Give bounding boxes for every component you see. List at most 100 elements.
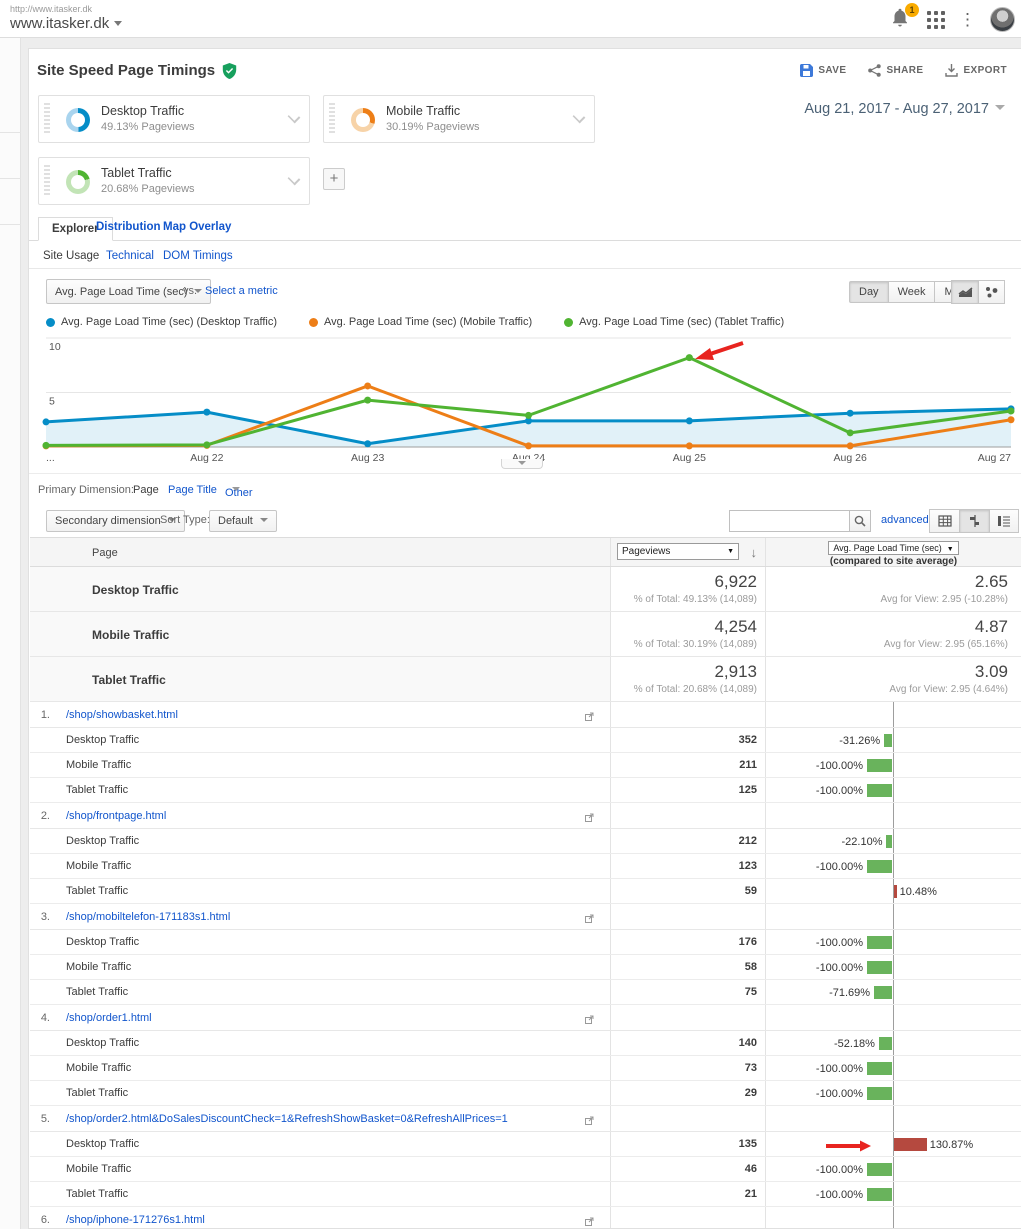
segment-detail-row: Mobile Traffic 58 -100.00% [30,955,1021,980]
legend-item-tablet[interactable]: Avg. Page Load Time (sec) (Tablet Traffi… [564,316,784,328]
granularity-week[interactable]: Week [887,281,935,303]
metric-dropdown[interactable]: Avg. Page Load Time (sec) [46,279,212,304]
table-view-toggle [929,509,1019,533]
comparison-axis [893,904,894,929]
sort-type-dropdown[interactable]: Default [209,510,277,532]
search-button[interactable] [849,510,871,532]
pivot-view-button[interactable] [989,509,1019,533]
apps-grid-icon[interactable] [927,10,945,29]
search-input[interactable] [729,510,849,532]
chevron-down-icon[interactable] [574,111,584,121]
chevron-down-icon[interactable] [289,173,299,183]
segment-card-desktop[interactable]: Desktop Traffic 49.13% Pageviews [38,95,310,143]
page-link[interactable]: /shop/frontpage.html [66,810,167,822]
page-link[interactable]: /shop/order2.html&DoSalesDiscountCheck=1… [66,1113,508,1125]
svg-text:Aug 23: Aug 23 [351,452,384,464]
select-metric-link[interactable]: Select a metric [205,285,278,297]
motion-chart-button[interactable] [978,280,1005,304]
drag-handle[interactable] [329,103,335,135]
date-range-selector[interactable]: Aug 21, 2017 - Aug 27, 2017 [804,101,1005,117]
subtab-site-usage[interactable]: Site Usage [43,250,100,262]
share-button[interactable]: SHARE [868,64,923,77]
sort-direction-icon[interactable]: ↓ [750,545,758,560]
comparison-cell: -52.18% [765,1031,1021,1055]
drag-handle[interactable] [44,103,50,135]
comparison-bar [886,835,892,848]
table-view-button[interactable] [929,509,959,533]
comparison-axis [893,829,894,853]
account-selector[interactable]: www.itasker.dk [10,15,123,32]
page-cell: /shop/order2.html&DoSalesDiscountCheck=1… [56,1106,610,1131]
comparison-cell: -100.00% [765,955,1021,979]
comparison-view-button[interactable] [959,509,989,533]
comparison-axis [893,879,894,903]
segment-detail-row: Mobile Traffic 73 -100.00% [30,1056,1021,1081]
dimension-page[interactable]: Page [133,484,159,496]
metric-select[interactable]: Avg. Page Load Time (sec) ▼ [828,541,959,555]
line-chart-button[interactable] [951,280,978,304]
legend-item-mobile[interactable]: Avg. Page Load Time (sec) (Mobile Traffi… [309,316,532,328]
granularity-day[interactable]: Day [849,281,888,303]
chart-type-toggle [951,280,1005,304]
external-link-icon[interactable] [585,1011,594,1029]
external-link-icon[interactable] [585,1112,594,1130]
page-link[interactable]: /shop/order1.html [66,1012,152,1024]
pageviews-cell [610,1106,765,1131]
pageviews-total: 6,922 [714,572,757,591]
page-row: 5. /shop/order2.html&DoSalesDiscountCheck… [30,1106,1021,1132]
pageviews-select[interactable]: Pageviews ▼ [617,543,739,560]
add-segment-button[interactable]: + [323,168,345,190]
tab-distribution[interactable]: Distribution [96,221,161,233]
page-link[interactable]: /shop/mobiltelefon-171183s1.html [66,911,231,923]
chart-expander-handle[interactable] [501,459,543,469]
pageviews-value: 73 [744,1062,757,1074]
report-tabs: Explorer Distribution Map Overlay [29,217,1021,241]
segment-detail-row: Desktop Traffic 135 130.87% [30,1132,1021,1157]
comparison-axis [893,854,894,878]
subtab-technical[interactable]: Technical [106,250,154,262]
segment-subtitle: 49.13% Pageviews [101,121,195,133]
legend-item-desktop[interactable]: Avg. Page Load Time (sec) (Desktop Traff… [46,316,277,328]
segment-label-cell: Mobile Traffic [56,1056,610,1080]
row-number-cell [30,1132,56,1156]
comparison-axis [893,1157,894,1181]
collapsed-sidebar[interactable] [0,38,21,1229]
segment-label-cell: Mobile Traffic [56,955,610,979]
external-link-icon[interactable] [585,809,594,827]
more-menu-icon[interactable]: ⋮ [959,9,976,29]
report-card: Site Speed Page Timings SAVE SHARE EXPOR… [28,48,1021,1229]
svg-text:...: ... [46,452,55,464]
pageviews-cell: 135 [610,1132,765,1156]
legend-dot [46,317,55,327]
chevron-down-icon[interactable] [289,111,299,121]
secondary-dimension-dropdown[interactable]: Secondary dimension [46,510,185,532]
page-link[interactable]: /shop/iphone-171276s1.html [66,1214,205,1226]
notifications-button[interactable]: 1 [891,2,919,32]
pageviews-percent-of-total: % of Total: 30.19% (14,089) [633,639,757,650]
segment-card-tablet[interactable]: Tablet Traffic 20.68% Pageviews [38,157,310,205]
chart-svg: 105... Aug 22 Aug 23 Aug 24 Aug 25 Aug 26 Aug … [42,337,1015,464]
chart-legend: Avg. Page Load Time (sec) (Desktop Traff… [46,316,784,328]
tab-map-overlay[interactable]: Map Overlay [163,221,232,233]
drag-handle[interactable] [44,165,50,197]
pageviews-percent-of-total: % of Total: 20.68% (14,089) [633,684,757,695]
external-link-icon[interactable] [585,708,594,726]
advanced-link[interactable]: advanced [881,514,929,526]
summary-label-cell: Desktop Traffic [56,567,610,611]
dimension-page-title[interactable]: Page Title [168,484,217,496]
page-link[interactable]: /shop/showbasket.html [66,709,178,721]
row-number-cell [30,657,56,701]
export-button[interactable]: EXPORT [945,64,1007,77]
tab-explorer[interactable]: Explorer [38,217,113,241]
subtab-dom-timings[interactable]: DOM Timings [163,250,233,262]
data-table-icon [937,515,952,527]
save-button[interactable]: SAVE [800,64,846,77]
external-link-icon[interactable] [585,910,594,928]
download-icon [945,64,959,77]
segment-card-mobile[interactable]: Mobile Traffic 30.19% Pageviews [323,95,595,143]
pageviews-value: 212 [738,835,757,847]
avatar[interactable] [990,7,1015,32]
external-link-icon[interactable] [585,1213,594,1228]
motion-chart-icon [986,287,998,298]
page-cell: /shop/iphone-171276s1.html [56,1207,610,1228]
